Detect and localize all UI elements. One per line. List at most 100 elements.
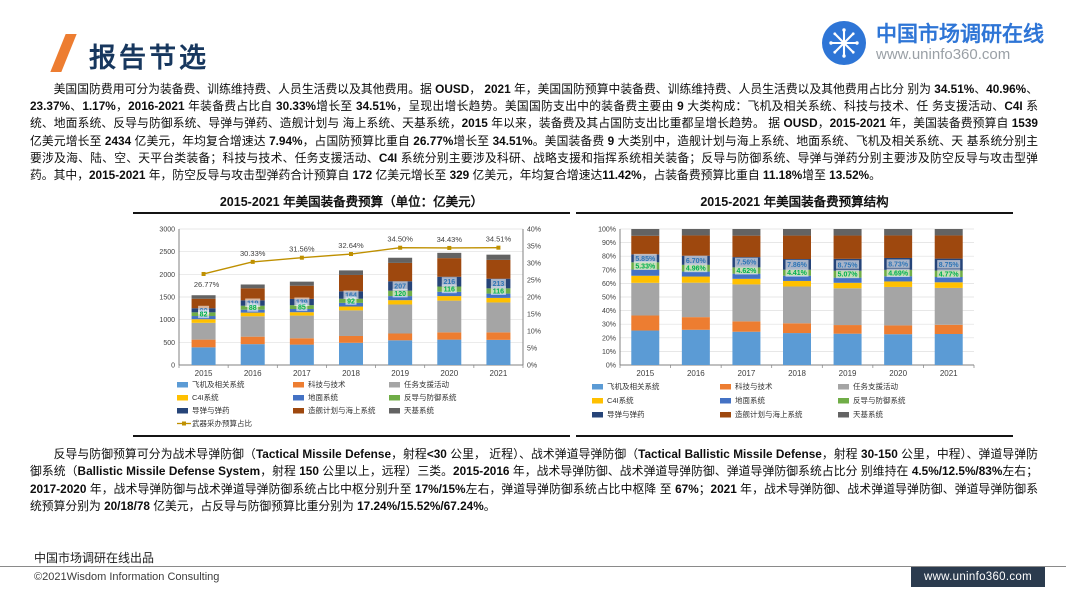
footer-url-box[interactable]: www.uninfo360.com	[910, 567, 1045, 587]
svg-text:40%: 40%	[527, 227, 541, 234]
body-text: 增长至	[453, 133, 493, 148]
svg-text:20%: 20%	[527, 295, 541, 302]
legend-item: C4I系统	[177, 392, 219, 402]
emphasis-text: Tactical Ballistic Missile Defense	[638, 447, 822, 462]
svg-text:2017: 2017	[293, 369, 311, 378]
svg-text:反导与防御系统: 反导与防御系统	[853, 395, 906, 405]
emphasis-text: 20/18/78	[104, 498, 150, 513]
legend-item: 武器采办预算占比	[177, 418, 252, 428]
svg-text:4.69%: 4.69%	[888, 271, 909, 278]
legend-item: 造舰计划与海上系统	[293, 405, 376, 415]
snowflake-logo-icon	[822, 21, 866, 65]
logo-url[interactable]: www.uninfo360.com	[876, 45, 1011, 63]
body-text: 。美国装备费	[532, 133, 608, 148]
budget-structure-chart: 0%10%20%30%40%50%60%70%80%90%100%2015 201…	[592, 227, 975, 419]
svg-text:2000: 2000	[159, 272, 175, 279]
svg-text:10%: 10%	[602, 349, 616, 356]
svg-text:4.77%: 4.77%	[939, 271, 960, 278]
body-text: 年以来，装备费及其占国防支出比重都呈增长趋势。 据	[487, 116, 784, 131]
svg-text:120: 120	[394, 291, 406, 298]
svg-text:任务支援活动: 任务支援活动	[404, 379, 449, 389]
body-text: ，射程	[821, 447, 862, 462]
accent-slash-decoration	[50, 34, 77, 72]
svg-text:88: 88	[249, 305, 257, 312]
emphasis-text: 1539	[1011, 116, 1038, 131]
bars: 2015 2016 2017 2018 2019 2020 2021	[178, 253, 524, 378]
svg-text:8.73%: 8.73%	[888, 262, 909, 269]
emphasis-text: 67%	[675, 481, 699, 496]
right-chart-title: 2015-2021 年美国装备费预算结构	[700, 195, 889, 210]
svg-text:飞机及相关系统: 飞机及相关系统	[192, 379, 245, 389]
emphasis-text: 2434	[104, 133, 132, 148]
emphasis-text: 34.51%	[492, 133, 533, 148]
body-text: 亿美元增长至	[30, 133, 105, 148]
emphasis-text: 26.77%	[413, 133, 454, 148]
bar-labels: 9011913916420721621382888592120116116	[198, 277, 506, 319]
svg-text:1000: 1000	[159, 317, 175, 324]
legend-item: 飞机及相关系统	[177, 379, 245, 389]
body-text: ，	[817, 116, 830, 131]
svg-text:武器采办预算占比: 武器采办预算占比	[192, 418, 252, 428]
body-text: 增至	[802, 168, 830, 183]
legend-item: C4I系统	[592, 395, 634, 405]
emphasis-text: C4I	[378, 150, 398, 165]
svg-text:C4I系统: C4I系统	[607, 395, 634, 405]
body-text: 年，战术导弹防御、战术弹道导弹防御、弹道导弹防御系统占比分 别维持在	[509, 464, 912, 479]
svg-text:4.96%: 4.96%	[686, 266, 707, 273]
svg-text:34.43%: 34.43%	[437, 235, 463, 244]
emphasis-text: Ballistic Missile Defense System	[77, 464, 261, 479]
body-text: 亿美元增长至	[372, 168, 450, 183]
legend-item: 地面系统	[293, 392, 338, 402]
body-text: 年，战术导弹防御、战术弹道导弹防御、弹道导弹防御系统预算分别为	[30, 481, 1039, 513]
svg-text:7.86%: 7.86%	[787, 262, 808, 269]
svg-text:任务支援活动: 任务支援活动	[853, 381, 898, 391]
svg-text:4.62%: 4.62%	[736, 268, 757, 275]
emphasis-text: 30.33%	[276, 99, 317, 114]
svg-text:反导与防御系统: 反导与防御系统	[404, 392, 457, 402]
svg-text:7.56%: 7.56%	[736, 260, 757, 267]
svg-text:80%: 80%	[602, 254, 616, 261]
legend-item: 导弹与弹药	[177, 405, 230, 415]
emphasis-text: 172	[352, 168, 373, 183]
logo-name: 中国市场调研在线	[876, 22, 1044, 46]
legend-item: 造舰计划与海上系统	[720, 409, 803, 419]
body-text: 增长至	[316, 99, 357, 114]
emphasis-text: 2016-2021	[128, 99, 185, 114]
svg-text:116: 116	[444, 287, 455, 294]
emphasis-text: OUSD	[435, 82, 470, 96]
svg-text:2021: 2021	[940, 369, 958, 378]
svg-text:导弹与弹药: 导弹与弹药	[192, 405, 230, 415]
emphasis-text: Tactical Missile Defense	[255, 447, 391, 462]
emphasis-text: 11.18%	[762, 168, 803, 183]
svg-text:90%: 90%	[602, 240, 616, 247]
svg-text:34.50%: 34.50%	[387, 235, 413, 244]
emphasis-text: 9	[677, 99, 684, 114]
emphasis-text: 2015-2016	[453, 464, 510, 479]
svg-text:10%: 10%	[527, 329, 541, 336]
emphasis-text: 17.24%/15.52%/67.24%	[357, 498, 484, 513]
svg-text:地面系统: 地面系统	[308, 392, 338, 402]
legend-item: 飞机及相关系统	[592, 381, 660, 391]
svg-text:25%: 25%	[527, 278, 541, 285]
svg-text:1500: 1500	[159, 295, 175, 302]
svg-text:3000: 3000	[159, 227, 175, 234]
left-chart-title: 2015-2021 年美国装备费预算（单位：亿美元）	[219, 195, 484, 210]
svg-text:0%: 0%	[527, 363, 537, 370]
emphasis-text: 13.52%	[829, 168, 870, 183]
body-text: 公里以上，远程）三类。	[318, 464, 454, 479]
footer-copyright: ©2021Wisdom Information Consulting	[34, 571, 220, 583]
svg-text:8.75%: 8.75%	[838, 263, 859, 270]
body-text: 亿美元，年均复合增速达	[131, 133, 270, 148]
body-text: 大类别中，造舰计划与海上系统、地面系统、飞机及相关系统、天 基系统分别主要涉及海…	[30, 133, 1039, 165]
body-text: ，	[115, 99, 129, 114]
bar-labels: 5.85% 6.70% 7.56% 7.86% 8.75% 8.73% 8.75% 5.33%…	[633, 254, 961, 279]
emphasis-text: 2015-2021	[829, 116, 887, 131]
svg-text:飞机及相关系统: 飞机及相关系统	[607, 381, 660, 391]
emphasis-text: 34.51%	[934, 82, 975, 96]
chart-cell-right: 2015-2021 年美国装备费预算结构 0% 10% 20% 30% 40% 50% 60…	[576, 188, 1013, 438]
svg-text:地面系统: 地面系统	[735, 395, 765, 405]
emphasis-text: 4.5%/12.5%/83%	[911, 464, 1003, 479]
body-text: ，射程	[260, 464, 300, 479]
svg-text:20%: 20%	[602, 336, 616, 343]
body-text: 公里，中程）、弹道导弹防御系统（	[30, 447, 1038, 479]
